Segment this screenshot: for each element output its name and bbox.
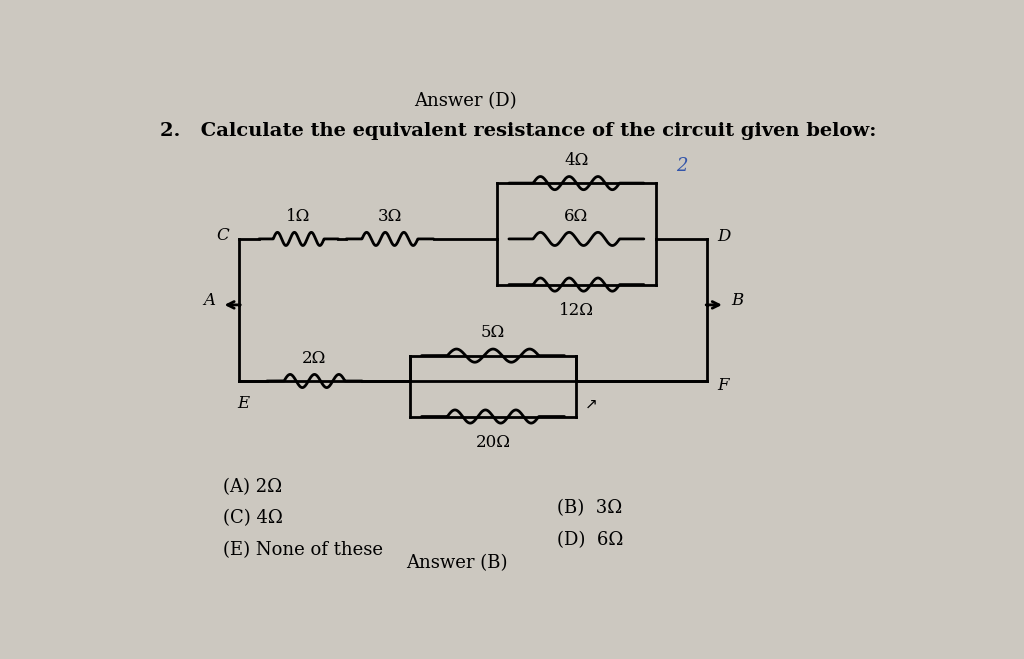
Text: (A) 2Ω: (A) 2Ω xyxy=(223,478,283,497)
Text: 6Ω: 6Ω xyxy=(564,208,589,225)
Text: E: E xyxy=(237,395,249,413)
Text: 5Ω: 5Ω xyxy=(481,324,505,341)
Text: (E) None of these: (E) None of these xyxy=(223,541,383,559)
Text: 1Ω: 1Ω xyxy=(287,208,311,225)
Text: 2.   Calculate the equivalent resistance of the circuit given below:: 2. Calculate the equivalent resistance o… xyxy=(160,122,877,140)
Text: B: B xyxy=(731,293,743,309)
Text: 20Ω: 20Ω xyxy=(475,434,511,451)
Text: Answer (D): Answer (D) xyxy=(414,92,516,110)
Text: 4Ω: 4Ω xyxy=(564,152,589,169)
Text: 3Ω: 3Ω xyxy=(378,208,402,225)
Text: A: A xyxy=(204,293,215,309)
Text: C: C xyxy=(217,227,229,244)
Text: Answer (B): Answer (B) xyxy=(406,554,507,572)
Text: D: D xyxy=(717,229,730,245)
Text: 12Ω: 12Ω xyxy=(559,302,594,320)
Text: ↗: ↗ xyxy=(585,397,597,411)
Text: (C) 4Ω: (C) 4Ω xyxy=(223,509,283,527)
Text: (B)  3Ω: (B) 3Ω xyxy=(557,499,622,517)
Text: F: F xyxy=(717,376,728,393)
Text: (D)  6Ω: (D) 6Ω xyxy=(557,531,623,549)
Text: 2: 2 xyxy=(676,158,687,175)
Text: 2Ω: 2Ω xyxy=(302,350,327,367)
